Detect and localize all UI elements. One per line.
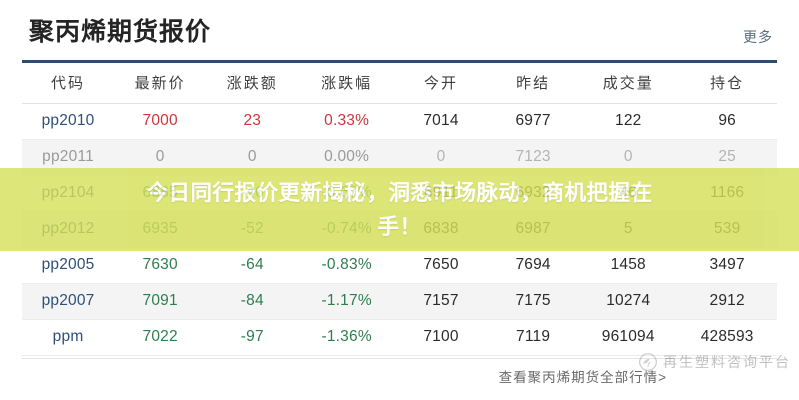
cell-open: 0	[436, 148, 446, 165]
column-header-code[interactable]: 代码	[51, 75, 86, 92]
cell-oi: 96	[718, 112, 736, 129]
column-header-last[interactable]: 最新价	[134, 75, 186, 92]
column-header-open[interactable]: 今开	[424, 75, 459, 92]
table-header-row: 代码 最新价 涨跌额 涨跌幅 今开 昨结 成交量 持仓	[22, 61, 777, 104]
cell-last: 7630	[142, 256, 178, 273]
cell-oi: 3497	[709, 256, 745, 273]
column-header-change[interactable]: 涨跌额	[226, 75, 278, 92]
column-header-volume[interactable]: 成交量	[602, 75, 654, 92]
cell-prev: 7123	[515, 148, 551, 165]
cell-last: 7091	[142, 292, 178, 309]
page-title: 聚丙烯期货报价	[29, 18, 212, 46]
column-header-pct[interactable]: 涨跌幅	[321, 75, 373, 92]
cell-code[interactable]: pp2011	[42, 148, 94, 165]
table-row[interactable]: pp2010 7000 23 0.33% 7014 6977 122 96	[22, 104, 777, 140]
cell-last: 0	[155, 148, 165, 165]
card-header: 聚丙烯期货报价 更多	[0, 0, 799, 62]
table-header: 代码 最新价 涨跌额 涨跌幅 今开 昨结 成交量 持仓	[22, 61, 777, 104]
cell-volume: 961094	[601, 328, 655, 345]
cell-pct: 0.00%	[324, 148, 370, 165]
cell-prev: 7694	[515, 256, 551, 273]
cell-volume: 0	[623, 148, 633, 165]
cell-open: 7014	[423, 112, 459, 129]
column-header-prev[interactable]: 昨结	[516, 75, 551, 92]
cell-change: 0	[247, 148, 257, 165]
cell-code[interactable]: pp2010	[41, 112, 95, 129]
cell-oi: 428593	[700, 328, 754, 345]
cell-volume: 10274	[606, 292, 651, 309]
more-link[interactable]: 更多	[743, 29, 773, 45]
cell-pct: 0.33%	[324, 112, 370, 129]
promo-banner-line1: 今日同行报价更新揭秘，洞悉市场脉动，商机把握在	[146, 180, 653, 205]
cell-pct: -1.36%	[321, 328, 372, 345]
cell-change: -84	[240, 292, 264, 309]
table-row[interactable]: pp2005 7630 -64 -0.83% 7650 7694 1458 34…	[22, 248, 777, 284]
cell-prev: 6977	[515, 112, 551, 129]
promo-banner-overlay: 今日同行报价更新揭秘，洞悉市场脉动，商机把握在 手！	[0, 168, 799, 251]
cell-pct: -1.17%	[321, 292, 372, 309]
cell-prev: 7175	[515, 292, 551, 309]
table-row[interactable]: pp2007 7091 -84 -1.17% 7157 7175 10274 2…	[22, 283, 777, 320]
cell-code[interactable]: pp2005	[41, 256, 95, 273]
view-all-quotes-link[interactable]: 查看聚丙烯期货全部行情>	[498, 370, 667, 385]
cell-change: 23	[243, 112, 262, 129]
cell-pct: -0.83%	[321, 256, 372, 273]
cell-open: 7100	[423, 328, 459, 345]
cell-oi: 2912	[709, 292, 745, 309]
cell-volume: 1458	[610, 256, 646, 273]
cell-code[interactable]: ppm	[52, 328, 84, 345]
cell-prev: 7119	[516, 328, 551, 345]
cell-open: 7650	[423, 256, 459, 273]
cell-change: -97	[240, 328, 264, 345]
cell-oi: 25	[718, 148, 736, 165]
cell-code[interactable]: pp2007	[41, 292, 95, 309]
promo-banner-text: 今日同行报价更新揭秘，洞悉市场脉动，商机把握在 手！	[146, 176, 652, 244]
cell-last: 7000	[142, 112, 178, 129]
cell-open: 7157	[423, 292, 459, 309]
cell-change: -64	[240, 256, 264, 273]
table-row[interactable]: ppm 7022 -97 -1.36% 7100 7119 961094 428…	[22, 320, 777, 356]
promo-banner-line2: 手！	[377, 214, 422, 239]
cell-last: 7022	[142, 328, 178, 345]
card-footer: 查看聚丙烯期货全部行情>	[22, 358, 777, 389]
cell-volume: 122	[615, 112, 642, 129]
column-header-oi[interactable]: 持仓	[710, 75, 745, 92]
